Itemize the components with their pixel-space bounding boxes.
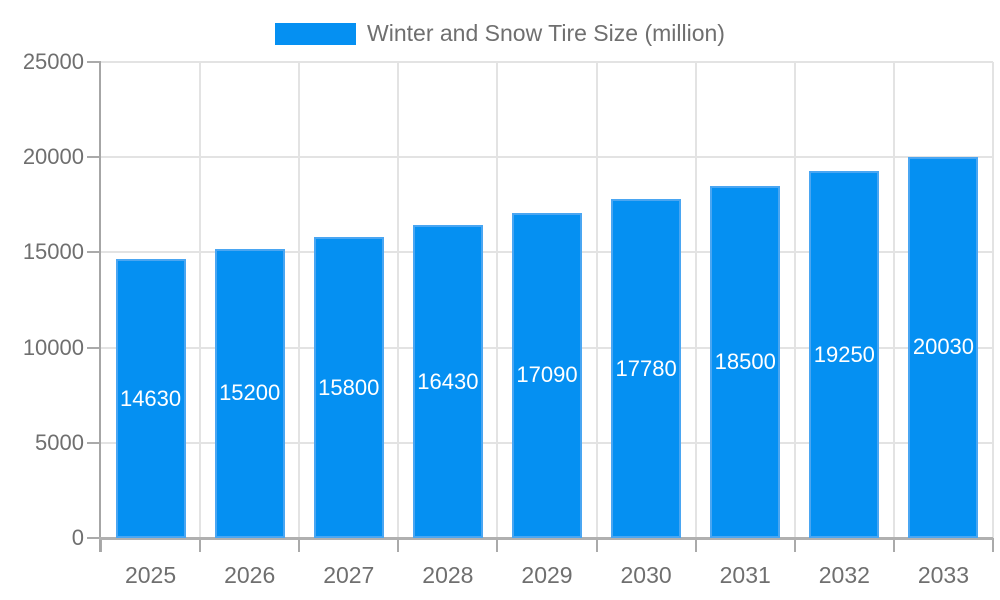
x-tick: [595, 538, 598, 552]
bar-value-label: 19250: [813, 341, 875, 367]
x-tick-label: 2028: [422, 562, 474, 588]
y-tick: [87, 61, 101, 63]
v-gridline: [793, 62, 796, 538]
bar-value-label: 16430: [417, 368, 479, 394]
y-tick-label: 25000: [22, 49, 84, 74]
x-tick: [992, 538, 994, 552]
x-tick-label: 2033: [917, 562, 970, 588]
x-tick: [892, 538, 895, 552]
bar[interactable]: [512, 212, 582, 538]
x-tick: [496, 538, 499, 552]
y-tick-label: 20000: [22, 144, 84, 170]
x-tick-label: 2027: [323, 562, 375, 588]
legend-label: Winter and Snow Tire Size (million): [367, 20, 725, 46]
v-gridline: [694, 62, 697, 538]
legend-swatch: [275, 22, 357, 45]
bar[interactable]: [710, 185, 781, 538]
x-tick: [100, 538, 102, 552]
y-tick-label: 15000: [22, 239, 84, 265]
x-tick-label: 2025: [124, 562, 177, 588]
y-tick-label: 10000: [22, 334, 84, 360]
x-tick: [298, 538, 301, 552]
x-tick: [199, 538, 202, 552]
v-gridline: [892, 62, 895, 538]
y-tick-label: 5000: [35, 429, 84, 455]
bar[interactable]: [908, 156, 979, 538]
y-tick: [87, 346, 101, 349]
h-gridline: [101, 156, 993, 159]
x-tick: [397, 538, 400, 552]
v-gridline: [199, 62, 202, 538]
bar[interactable]: [611, 199, 682, 538]
bar[interactable]: [313, 237, 384, 538]
bar[interactable]: [214, 248, 285, 538]
legend-item[interactable]: Winter and Snow Tire Size (million): [0, 20, 1000, 47]
x-tick-label: 2031: [719, 562, 771, 588]
x-tick-label: 2029: [521, 562, 573, 588]
bar-value-label: 14630: [119, 385, 182, 411]
bar[interactable]: [115, 259, 186, 538]
bar-value-label: 15800: [318, 374, 380, 400]
bar[interactable]: [412, 225, 483, 538]
x-tick: [793, 538, 796, 552]
bar[interactable]: [809, 171, 880, 538]
y-tick: [87, 537, 101, 539]
y-tick-label: 0: [71, 525, 84, 550]
h-gridline: [101, 61, 993, 63]
bar-value-label: 17780: [615, 355, 677, 381]
v-gridline: [496, 62, 499, 538]
x-tick: [694, 538, 697, 552]
v-gridline: [595, 62, 598, 538]
y-tick: [87, 441, 101, 444]
x-axis-line: [99, 537, 993, 540]
bar-value-label: 17090: [516, 362, 578, 388]
x-tick-label: 2032: [818, 562, 870, 588]
v-gridline: [992, 62, 994, 538]
y-axis-line: [99, 62, 101, 552]
bar-value-label: 18500: [714, 348, 776, 374]
bar-value-label: 20030: [912, 334, 975, 360]
y-tick: [87, 156, 101, 159]
bar-value-label: 15200: [219, 380, 281, 406]
v-gridline: [397, 62, 400, 538]
y-tick: [87, 251, 101, 254]
x-tick-label: 2026: [224, 562, 276, 588]
v-gridline: [298, 62, 301, 538]
x-tick-label: 2030: [620, 562, 672, 588]
